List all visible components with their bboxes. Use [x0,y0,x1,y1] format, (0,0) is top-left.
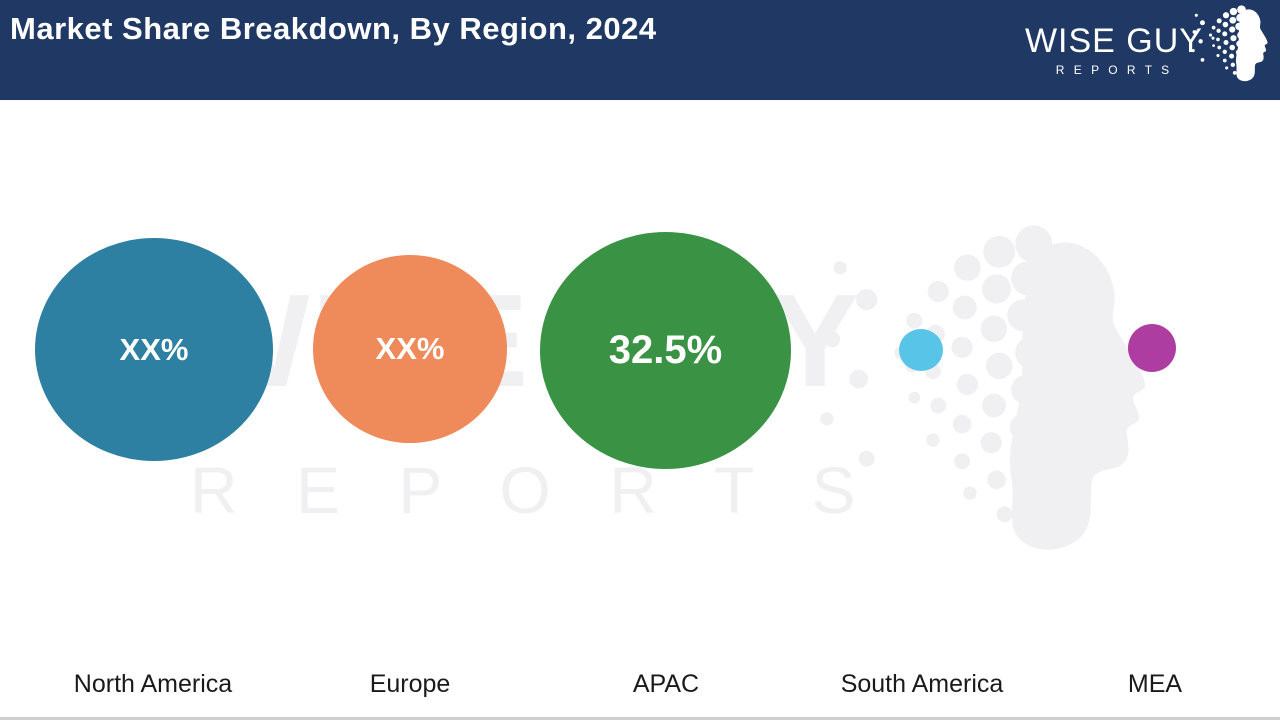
chart-area: WISE GUY R E P O R T S XX% XX% 32.5% Nor… [0,100,1280,720]
bubble-value-label: XX% [375,331,445,366]
axis-label-mea: MEA [1127,670,1183,698]
bubble-value-label: 32.5% [608,328,723,372]
bottom-divider [0,717,1280,720]
watermark-head-silhouette-icon [820,225,1146,550]
logo-text: WISE GUY R E P O R T S [1025,22,1203,77]
bubble-mea [1128,324,1176,372]
bubble-south-america [899,329,943,371]
bubble-europe: XX% [313,255,507,443]
bubble-north-america: XX% [35,238,273,461]
logo-brand: WISE GUY [1024,22,1203,60]
axis-label-europe: Europe [369,670,451,698]
head-silhouette-icon [1191,5,1268,82]
axis-label-south-america: South America [840,670,1004,698]
watermark-tagline-text: R E P O R T S [190,453,876,527]
logo-tagline: R E P O R T S [1055,63,1173,77]
header-bar: Market Share Breakdown, By Region, 2024 … [0,0,1280,100]
axis-label-north-america: North America [73,670,233,698]
page-title: Market Share Breakdown, By Region, 2024 [10,11,657,46]
bubble-apac: 32.5% [540,232,791,469]
axis-label-apac: APAC [632,670,700,698]
wise-guy-logo: WISE GUY R E P O R T S [1025,4,1270,86]
bubble-value-label: XX% [119,331,189,367]
